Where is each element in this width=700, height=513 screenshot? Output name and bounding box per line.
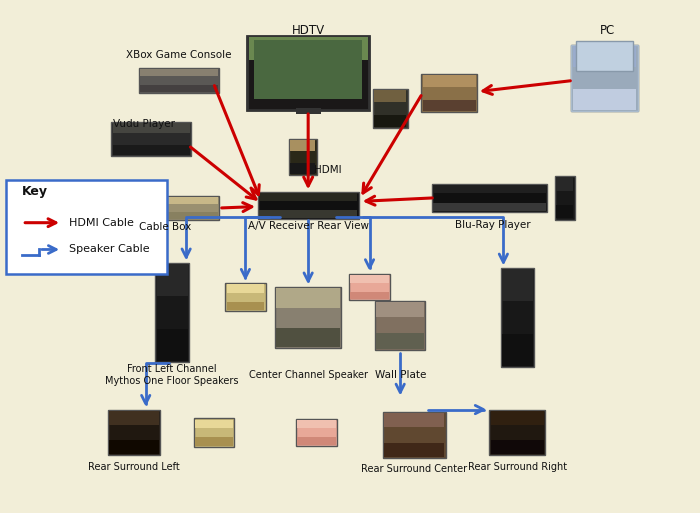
- Text: Wall Plate: Wall Plate: [374, 370, 426, 380]
- Bar: [375, 301, 426, 350]
- Bar: [556, 205, 573, 219]
- Bar: [576, 42, 633, 71]
- Bar: [290, 140, 315, 151]
- Bar: [157, 264, 188, 296]
- Bar: [502, 269, 533, 301]
- Bar: [377, 333, 424, 349]
- Text: Front Left Channel
Mythos One Floor Speakers: Front Left Channel Mythos One Floor Spea…: [106, 364, 239, 386]
- Bar: [295, 419, 337, 446]
- Bar: [384, 413, 444, 427]
- Bar: [139, 68, 219, 93]
- Bar: [109, 440, 159, 455]
- Bar: [421, 74, 477, 112]
- Bar: [384, 443, 444, 457]
- Bar: [433, 185, 545, 193]
- Text: PC: PC: [601, 25, 615, 37]
- Bar: [275, 287, 342, 348]
- Bar: [259, 193, 357, 201]
- Bar: [491, 440, 544, 455]
- Bar: [120, 197, 218, 204]
- Bar: [297, 437, 336, 445]
- Text: HDMI Cable: HDMI Cable: [69, 218, 134, 228]
- Bar: [276, 328, 340, 347]
- Bar: [295, 108, 321, 114]
- Bar: [248, 37, 368, 61]
- Bar: [349, 274, 391, 301]
- Bar: [120, 212, 218, 219]
- Bar: [227, 284, 264, 292]
- Text: Rear Surround Right: Rear Surround Right: [468, 462, 567, 472]
- Bar: [502, 334, 533, 366]
- Bar: [113, 145, 190, 155]
- Bar: [259, 210, 357, 218]
- FancyBboxPatch shape: [6, 180, 167, 274]
- Bar: [374, 115, 407, 127]
- Bar: [111, 122, 191, 156]
- Bar: [141, 85, 218, 92]
- Bar: [194, 419, 234, 446]
- Bar: [573, 89, 636, 110]
- Bar: [227, 302, 264, 310]
- Bar: [489, 409, 545, 456]
- Bar: [571, 45, 638, 111]
- Text: HDMI: HDMI: [314, 165, 342, 175]
- Bar: [118, 196, 219, 220]
- Text: Rear Surround Left: Rear Surround Left: [88, 462, 180, 472]
- Text: Cable Box: Cable Box: [139, 222, 191, 232]
- Text: Blu-Ray Player: Blu-Ray Player: [455, 220, 531, 230]
- Text: HDTV: HDTV: [292, 24, 325, 37]
- Bar: [109, 410, 159, 425]
- Text: A/V Receiver Rear View: A/V Receiver Rear View: [248, 221, 369, 231]
- Bar: [155, 263, 189, 362]
- Text: Key: Key: [22, 185, 48, 198]
- Text: Rear Surround Center: Rear Surround Center: [361, 464, 467, 474]
- Bar: [247, 36, 369, 110]
- Bar: [108, 409, 160, 456]
- Text: XBox Game Console: XBox Game Console: [127, 50, 232, 60]
- Bar: [433, 203, 545, 211]
- Bar: [491, 410, 544, 425]
- Bar: [555, 176, 575, 220]
- Bar: [247, 36, 369, 110]
- Bar: [195, 437, 233, 445]
- Bar: [195, 420, 233, 428]
- Bar: [141, 69, 218, 76]
- Text: Speaker Cable: Speaker Cable: [69, 245, 150, 254]
- Bar: [423, 100, 475, 111]
- Bar: [258, 192, 358, 219]
- Bar: [573, 46, 636, 67]
- Bar: [377, 302, 424, 318]
- Bar: [374, 90, 407, 102]
- Bar: [556, 177, 573, 191]
- Bar: [248, 85, 368, 109]
- Bar: [288, 139, 316, 175]
- Bar: [255, 40, 362, 100]
- Bar: [290, 163, 315, 174]
- Bar: [423, 75, 475, 87]
- Bar: [225, 283, 265, 311]
- Bar: [276, 288, 340, 307]
- Bar: [383, 412, 445, 458]
- Bar: [350, 291, 389, 300]
- Bar: [571, 45, 638, 111]
- Text: Center Channel Speaker: Center Channel Speaker: [248, 370, 368, 380]
- Bar: [113, 123, 190, 133]
- Bar: [432, 184, 547, 212]
- Bar: [350, 275, 389, 283]
- Text: Vudu Player: Vudu Player: [113, 119, 175, 129]
- Bar: [297, 420, 336, 428]
- Bar: [157, 329, 188, 361]
- Bar: [500, 268, 534, 367]
- Bar: [373, 89, 408, 128]
